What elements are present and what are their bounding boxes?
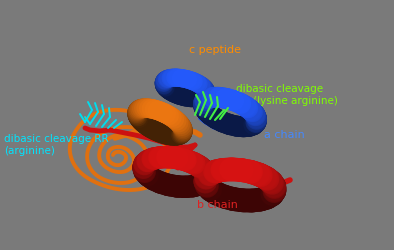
Text: dibasic cleavage RR
(arginine): dibasic cleavage RR (arginine) <box>4 134 109 156</box>
Text: dibasic cleavage
KR (lysine arginine): dibasic cleavage KR (lysine arginine) <box>236 84 338 106</box>
Text: a chain: a chain <box>264 130 305 140</box>
Text: b chain: b chain <box>197 200 238 210</box>
Text: c peptide: c peptide <box>189 45 241 55</box>
